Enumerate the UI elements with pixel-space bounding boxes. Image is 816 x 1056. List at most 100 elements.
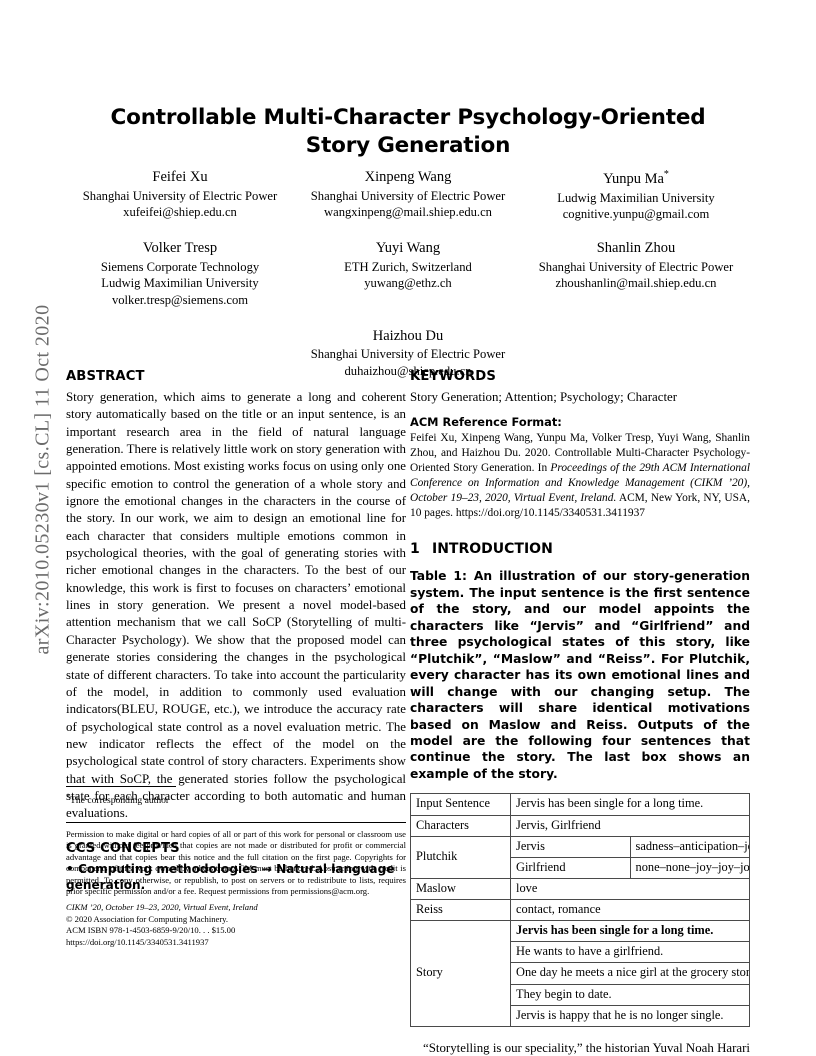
author-name: Yunpu Ma* [526, 168, 746, 189]
page-title: Controllable Multi-Character Psychology-… [110, 105, 706, 158]
section-number: 1 [410, 541, 420, 558]
keywords-text: Story Generation; Attention; Psychology;… [410, 390, 678, 404]
introduction-paragraph: “Storytelling is our speciality,” the hi… [423, 1040, 750, 1055]
introduction-heading: 1 INTRODUCTION [410, 541, 750, 557]
left-column: ABSTRACT Story generation, which aims to… [66, 369, 406, 900]
permission-rule [66, 821, 406, 823]
author-email: zhoushanlin@mail.shiep.edu.cn [555, 276, 717, 291]
conference-line: CIKM ’20, October 19–23, 2020, Virtual E… [66, 901, 258, 912]
permission-text: Permission to make digital or hard copie… [66, 828, 406, 897]
footnote-rule [66, 786, 176, 787]
story-generation-table: Input Sentence Jervis has been single fo… [410, 793, 750, 1027]
cell-story-line: Jervis has been single for a long time. [510, 920, 750, 943]
table-row: Reiss contact, romance [410, 899, 750, 922]
table-row: Maslow love [410, 877, 750, 901]
ccs-heading: CCS CONCEPTS [66, 840, 180, 856]
author-name: Shanlin Zhou [526, 239, 746, 258]
author-name: Volker Tresp [70, 239, 290, 258]
cell-plutchik-jervis-name: Jervis [510, 835, 631, 858]
cell-plutchik-girlfriend-name: Girlfriend [510, 856, 631, 879]
author-name-text: Yuyi Wang [375, 239, 441, 256]
cell-characters-label: Characters [410, 814, 511, 837]
table-row: Characters Jervis, Girlfriend [410, 814, 750, 837]
section-title: INTRODUCTION [432, 541, 553, 558]
author-name: Yuyi Wang [298, 239, 518, 258]
author-affiliation: Siemens Corporate Technology [100, 259, 260, 274]
corresponding-author-text: The corresponding author [70, 795, 170, 807]
table-row: Plutchik Jervis sadness–anticipation–joy… [410, 835, 750, 879]
author-name-text: Xinpeng Wang [364, 169, 452, 185]
table-row: Story Jervis has been single for a long … [410, 920, 750, 1027]
cell-story-line: Jervis is happy that he is no longer sin… [510, 1004, 750, 1027]
author-name-text: Haizhou Du [372, 327, 444, 344]
cell-reiss-label: Reiss [410, 899, 511, 922]
author-name-text: Volker Tresp [142, 239, 218, 256]
corresponding-author-note: *The corresponding author [66, 792, 406, 808]
author-block: Xinpeng Wang Shanghai University of Elec… [294, 168, 522, 223]
author-block: Haizhou Du Shanghai University of Electr… [267, 327, 549, 380]
table-caption: Table 1: An illustration of our story-ge… [410, 569, 750, 781]
author-block: Yunpu Ma* Ludwig Maximilian University c… [522, 168, 750, 223]
author-block: Volker Tresp Siemens Corporate Technolog… [66, 239, 294, 309]
arxiv-stamp: arXiv:2010.05230v1 [cs.CL] 11 Oct 2020 [31, 304, 54, 655]
cell-story-line: One day he meets a nice girl at the groc… [510, 962, 750, 985]
corresponding-marker: * [66, 792, 70, 801]
author-email: duhaizhou@shiep.edu.cn [344, 364, 472, 379]
table-row: Input Sentence Jervis has been single fo… [410, 793, 750, 816]
author-email: yuwang@ethz.ch [364, 276, 452, 291]
author-affiliation: Ludwig Maximilian University [557, 190, 715, 205]
cell-input-sentence-value: Jervis has been single for a long time. [510, 793, 750, 816]
title-block: Controllable Multi-Character Psychology-… [108, 104, 708, 159]
cell-story-line: They begin to date. [510, 983, 750, 1006]
author-affiliation: Shanghai University of Electric Power [310, 188, 506, 203]
cell-story-line: He wants to have a girlfriend. [510, 941, 750, 964]
author-block: Yuyi Wang ETH Zurich, Switzerland yuwang… [294, 239, 522, 309]
cell-maslow-value: love [510, 877, 750, 901]
author-email: cognitive.yunpu@gmail.com [562, 207, 710, 222]
author-row: Haizhou Du Shanghai University of Electr… [66, 327, 750, 380]
author-name: Xinpeng Wang [298, 168, 518, 187]
author-affiliation: Shanghai University of Electric Power [82, 188, 278, 203]
cell-input-sentence-label: Input Sentence [410, 793, 511, 816]
author-affiliation: Shanghai University of Electric Power [310, 347, 506, 362]
acm-reference-italic: Proceedings of the 29th ACM Internationa… [410, 462, 750, 505]
acm-reference-text: Feifei Xu, Xinpeng Wang, Yunpu Ma, Volke… [410, 431, 750, 521]
corresponding-author-marker: * [663, 169, 669, 180]
author-email: wangxinpeng@mail.shiep.edu.cn [324, 205, 492, 220]
footnote-area: *The corresponding author Permission to … [66, 786, 406, 949]
acm-reference-part2: ACM, New York, NY, USA, 10 pages. https:… [410, 492, 751, 520]
author-row: Feifei Xu Shanghai University of Electri… [66, 168, 750, 223]
ccs-text: • Computing methodologies → Natural lang… [66, 861, 395, 892]
acm-reference-part1: Feifei Xu, Xinpeng Wang, Yunpu Ma, Volke… [410, 432, 750, 475]
author-block: Shanlin Zhou Shanghai University of Elec… [522, 239, 750, 309]
cell-maslow-label: Maslow [410, 877, 511, 901]
author-name-text: Yunpu Ma [603, 170, 664, 187]
cell-story-label: Story [410, 920, 511, 1027]
author-list: Feifei Xu Shanghai University of Electri… [66, 168, 750, 380]
author-name: Feifei Xu [70, 168, 290, 187]
author-name: Haizhou Du [271, 327, 545, 346]
cell-plutchik-label: Plutchik [410, 835, 511, 879]
cell-characters-value: Jervis, Girlfriend [510, 814, 750, 837]
author-email: xufeifei@shiep.edu.cn [123, 205, 237, 220]
author-affiliation: Shanghai University of Electric Power [538, 259, 734, 274]
author-row: Volker Tresp Siemens Corporate Technolog… [66, 239, 750, 309]
keywords-heading: KEYWORDS [410, 369, 496, 384]
right-column: KEYWORDS Story Generation; Attention; Ps… [410, 369, 750, 1056]
doi-line: https://doi.org/10.1145/3340531.3411937 [66, 937, 209, 948]
author-email: volker.tresp@siemens.com [111, 292, 249, 307]
author-name-text: Shanlin Zhou [596, 239, 676, 256]
author-name-text: Feifei Xu [152, 169, 208, 185]
cell-reiss-value: contact, romance [510, 899, 750, 922]
acm-reference-label: ACM Reference Format: [410, 415, 562, 430]
author-block: Feifei Xu Shanghai University of Electri… [66, 168, 294, 223]
author-affiliation-secondary: Ludwig Maximilian University [101, 276, 259, 291]
cell-plutchik-girlfriend-value: none–none–joy–joy–joy [629, 856, 750, 879]
cell-plutchik-jervis-value: sadness–anticipation–joy–joy–joy [629, 835, 750, 858]
isbn-line: ACM ISBN 978-1-4503-6859-9/20/10. . . $1… [66, 925, 236, 936]
abstract-heading: ABSTRACT [66, 369, 145, 384]
table-row: Jervis is happy that he is no longer sin… [411, 1004, 750, 1027]
author-affiliation: ETH Zurich, Switzerland [344, 259, 472, 274]
copyright-line: © 2020 Association for Computing Machine… [66, 913, 229, 924]
